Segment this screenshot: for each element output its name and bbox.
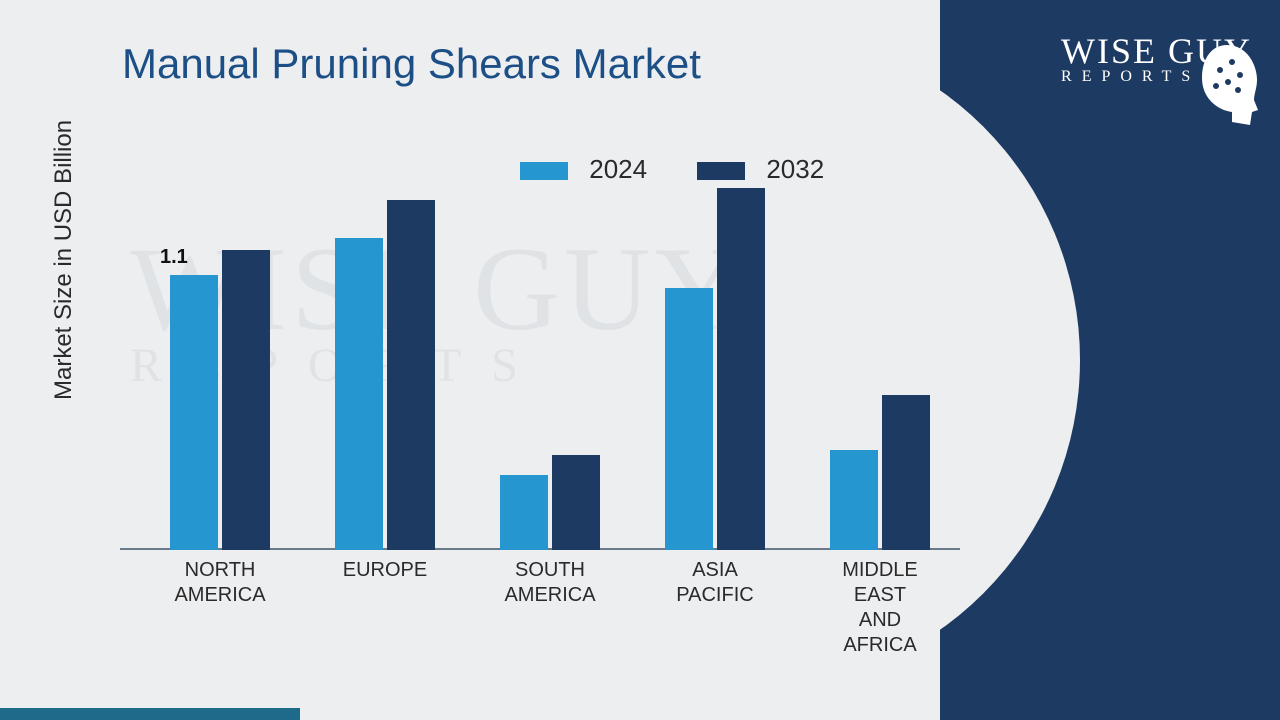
plot-area: 1.1NORTHAMERICAEUROPESOUTHAMERICAASIAPAC… xyxy=(120,150,960,550)
head-icon xyxy=(1192,40,1262,130)
bar-value-label: 1.1 xyxy=(160,246,188,269)
bar-series-a xyxy=(170,275,218,550)
category-label: EUROPE xyxy=(315,558,455,583)
category-label: SOUTHAMERICA xyxy=(480,558,620,608)
category-label: ASIAPACIFIC xyxy=(645,558,785,608)
bar-series-a xyxy=(830,450,878,550)
bar-series-b xyxy=(552,455,600,550)
category-label: MIDDLEEASTANDAFRICA xyxy=(810,558,950,658)
bar-series-b xyxy=(222,250,270,550)
brand-logo: WISE GUY REPORTS xyxy=(1061,30,1252,86)
chart-title: Manual Pruning Shears Market xyxy=(122,40,701,88)
bar-series-b xyxy=(387,200,435,550)
bar-series-b xyxy=(882,395,930,550)
bar-series-a xyxy=(500,475,548,550)
bar-series-a xyxy=(665,288,713,551)
page-root: WISE GUY REPORTS WISE GUY REPORTS Manual… xyxy=(0,0,1280,720)
chart-area: Market Size in USD Billion 1.1NORTHAMERI… xyxy=(60,150,960,630)
bar-series-b xyxy=(717,188,765,551)
bar-series-a xyxy=(335,238,383,551)
y-axis-label: Market Size in USD Billion xyxy=(50,120,78,400)
footer-accent-bar xyxy=(0,708,300,720)
category-label: NORTHAMERICA xyxy=(150,558,290,608)
